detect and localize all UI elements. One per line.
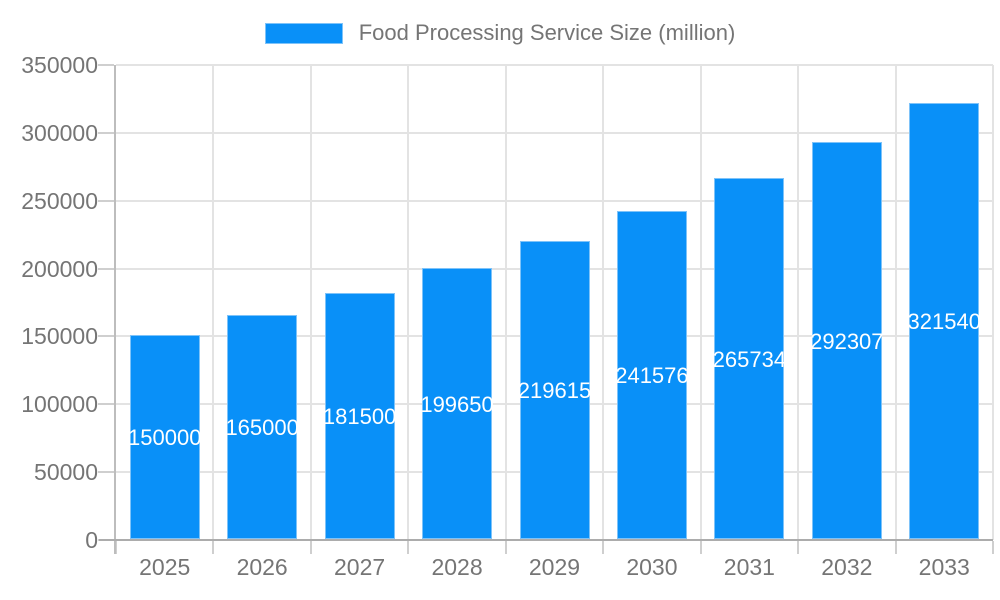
grid-line-vertical (504, 65, 507, 540)
y-axis-tick (98, 335, 114, 338)
grid-line-vertical (894, 65, 897, 540)
y-axis-tick (98, 199, 114, 202)
x-axis-tick (992, 541, 994, 554)
y-axis-tick (98, 267, 114, 270)
y-axis-tick (98, 403, 114, 406)
x-axis-line (99, 539, 993, 541)
grid-line-vertical (797, 65, 800, 540)
y-axis-tick-label: 350000 (21, 52, 98, 78)
legend-item[interactable]: Food Processing Service Size (million) (264, 20, 736, 46)
x-axis-tick-label: 2031 (723, 554, 775, 580)
y-axis-tick-label: 0 (85, 527, 98, 553)
x-axis-tick (115, 541, 117, 554)
x-axis-tick-label: 2029 (528, 554, 581, 580)
grid-line-horizontal (116, 199, 993, 202)
plot-area: 0 50000 100000 150000 200000 250000 300000 3500… (21, 52, 994, 580)
y-axis-tick-label: 150000 (21, 323, 98, 350)
legend-label: Food Processing Service Size (million) (358, 20, 736, 45)
y-axis-tick-label: 100000 (21, 391, 98, 418)
grid-line-vertical (992, 65, 994, 540)
x-axis-tick-label: 2026 (236, 554, 288, 580)
x-axis-tick (699, 541, 702, 554)
grid-line-horizontal (116, 131, 993, 134)
grid-line-vertical (309, 65, 312, 540)
y-axis-tick (98, 64, 114, 66)
grid-line-vertical (699, 65, 702, 540)
x-axis-tick (504, 541, 507, 554)
legend-swatch (264, 22, 343, 44)
x-axis-tick (212, 541, 215, 554)
grid-line-vertical (602, 65, 605, 540)
bar[interactable] (422, 268, 493, 539)
bar[interactable] (129, 335, 200, 539)
bar[interactable] (811, 142, 882, 539)
y-axis-tick-label: 300000 (21, 119, 98, 146)
y-axis-tick (98, 471, 114, 474)
legend: Food Processing Service Size (million) (0, 20, 1000, 46)
bar[interactable] (519, 240, 590, 539)
grid-line-horizontal (116, 64, 993, 66)
y-axis-line (114, 65, 116, 554)
bar[interactable] (714, 178, 785, 539)
x-axis-tick (602, 541, 605, 554)
bar[interactable] (227, 315, 298, 539)
y-axis-tick-label: 50000 (34, 459, 98, 486)
x-axis-tick-label: 2025 (139, 554, 191, 580)
x-axis-tick (309, 541, 312, 554)
x-axis-tick (797, 541, 800, 554)
x-axis-tick-label: 2028 (431, 554, 483, 580)
y-axis-tick (98, 131, 114, 134)
grid-line-vertical (212, 65, 215, 540)
x-axis-tick (894, 541, 897, 554)
bar[interactable] (616, 211, 687, 539)
bar[interactable] (909, 102, 980, 539)
y-axis-tick-label: 200000 (21, 255, 98, 282)
x-axis-tick-label: 2030 (626, 554, 678, 580)
x-axis-tick-label: 2032 (821, 554, 873, 580)
x-axis-tick (407, 541, 410, 554)
y-axis-tick-label: 250000 (21, 187, 98, 214)
grid-line-vertical (407, 65, 410, 540)
x-axis-tick-label: 2027 (334, 554, 386, 580)
x-axis-tick-label: 2033 (918, 554, 970, 580)
bar[interactable] (324, 292, 395, 539)
